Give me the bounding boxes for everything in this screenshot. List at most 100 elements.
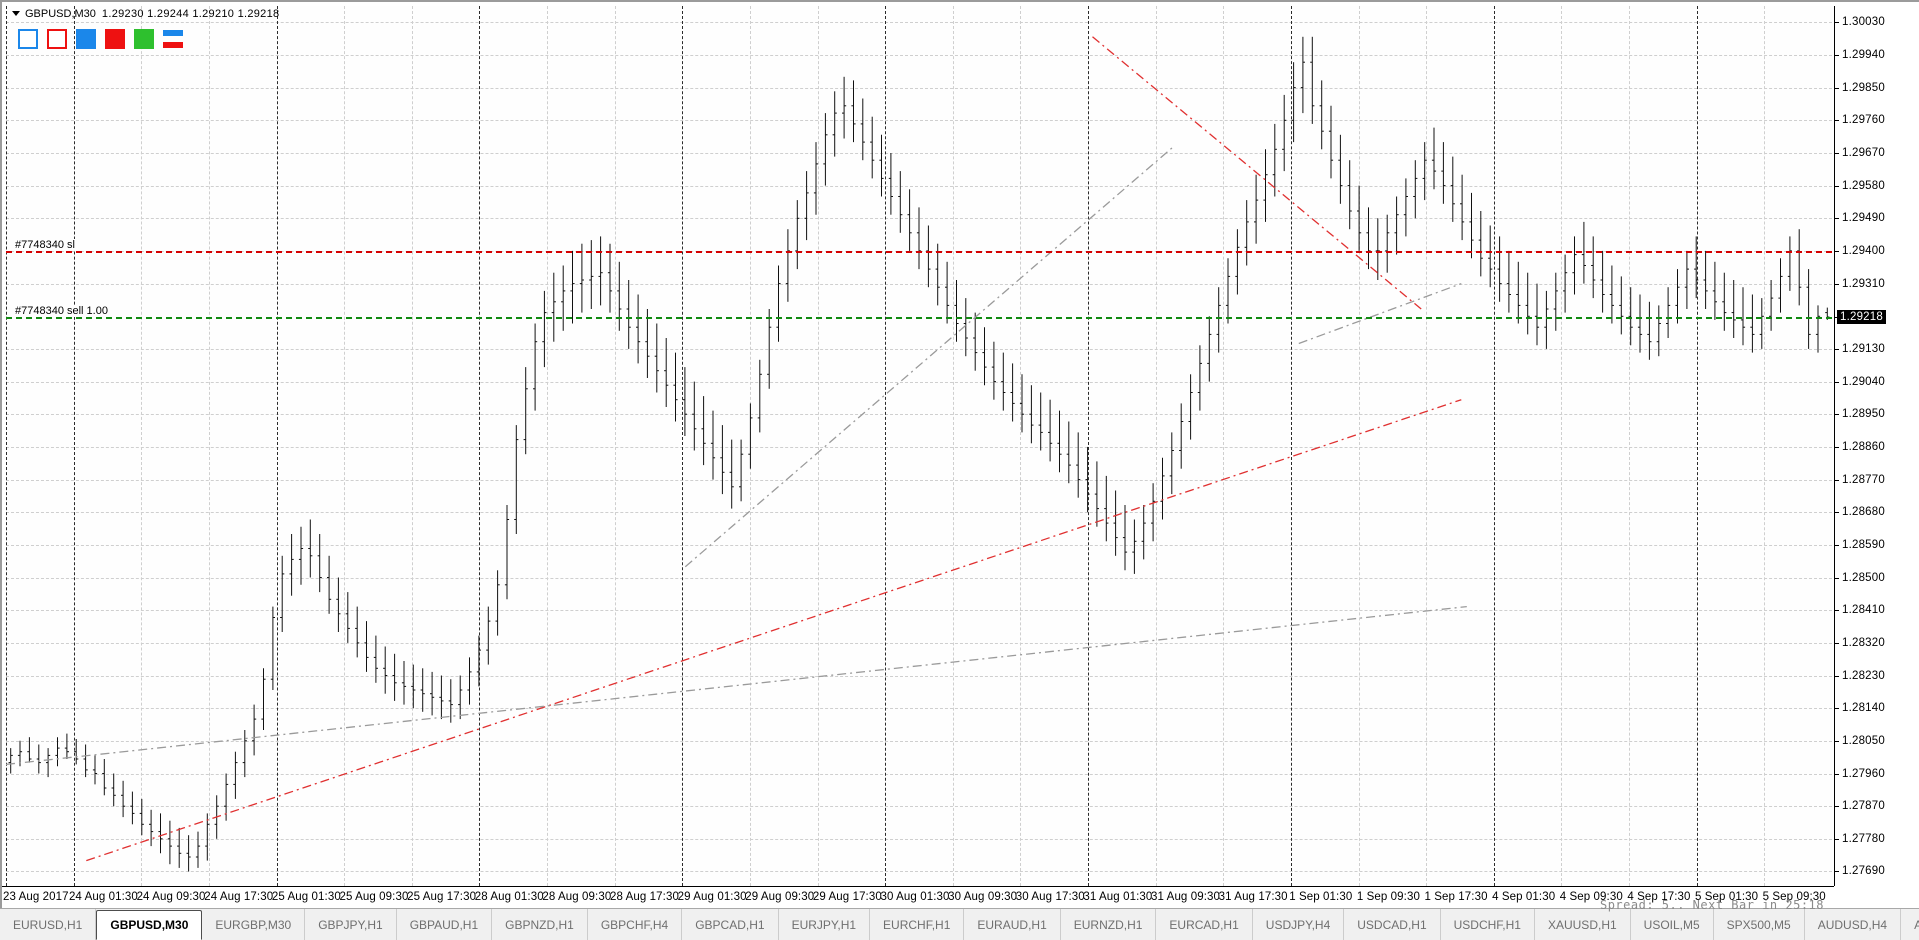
time-tick-label: 30 Aug 01:30 — [880, 891, 950, 903]
sell-order-level[interactable] — [6, 316, 1832, 319]
spread-status-text: Spread: 5.. Next Bar in 25:18 — [1599, 898, 1824, 912]
price-tick — [1835, 806, 1839, 808]
indicator-legend — [18, 28, 183, 50]
price-tick-label: 1.28770 — [1842, 473, 1885, 486]
vertical-gridline — [1629, 6, 1631, 886]
stoploss-level-label: #7748340 sl — [14, 238, 76, 251]
price-tick — [1835, 446, 1839, 448]
chart-tab-usdchf-h1[interactable]: USDCHF,H1 — [1440, 909, 1535, 940]
chart-tab-eurcad-h1[interactable]: EURCAD,H1 — [1156, 909, 1253, 940]
time-tick-label: 25 Aug 01:30 — [271, 891, 341, 903]
price-tick-label: 1.27780 — [1842, 832, 1885, 845]
chart-tab-eurchf-h1[interactable]: EURCHF,H1 — [870, 909, 965, 940]
price-bars-layer — [8, 36, 1830, 872]
price-axis[interactable]: 1.30030 1.29940 1.29850 1.29760 1.29670 1.295… — [1834, 6, 1919, 886]
time-tick-label: 24 Aug 01:30 — [68, 891, 138, 903]
chart-tab-gbpcad-h1[interactable]: GBPCAD,H1 — [682, 909, 779, 940]
price-tick — [1835, 381, 1839, 383]
price-tick-label: 1.29040 — [1842, 375, 1885, 388]
chart-tab-gbpchf-h4[interactable]: GBPCHF,H4 — [587, 909, 683, 940]
chart-canvas-frame[interactable]: #7748340 sl #7748340 sell 1.00 GBPUSD,M30… — [0, 0, 1919, 912]
price-tick — [1835, 218, 1839, 220]
sell-order-level-label: #7748340 sell 1.00 — [14, 304, 109, 317]
time-tick-label: 24 Aug 09:30 — [136, 891, 206, 903]
chart-tab-gbpaud-h1[interactable]: GBPAUD,H1 — [396, 909, 493, 940]
chart-tab-gbpjpy-h1[interactable]: GBPJPY,H1 — [305, 909, 397, 940]
chart-tab-gbpusd-m30[interactable]: GBPUSD,M30 — [96, 910, 203, 940]
vertical-day-separator — [1493, 6, 1495, 886]
chart-ohlc-values: 1.29230 1.29244 1.29210 1.29218 — [101, 8, 280, 20]
time-tick-label: 28 Aug 09:30 — [542, 891, 612, 903]
time-tick-label: 5 Sep 01:30 — [1694, 891, 1759, 903]
price-tick-label: 1.28500 — [1842, 571, 1885, 584]
price-tick — [1835, 773, 1839, 775]
triangle-down-icon[interactable] — [12, 10, 20, 16]
price-tick-label: 1.29400 — [1842, 244, 1885, 257]
time-tick-label: 1 Sep 01:30 — [1289, 891, 1353, 903]
blue-red-split-swatch — [163, 29, 183, 49]
chart-tab-eurgbp-m30[interactable]: EURGBP,M30 — [202, 909, 306, 940]
price-tick-label: 1.29580 — [1842, 179, 1885, 192]
stoploss-level[interactable] — [6, 250, 1832, 253]
chart-tab-usdjpy-h4[interactable]: USDJPY,H4 — [1252, 909, 1345, 940]
time-tick-label: 29 Aug 17:30 — [812, 891, 882, 903]
hollow-red-swatch — [47, 29, 67, 49]
price-tick-label: 1.29310 — [1842, 277, 1885, 290]
price-tick-label: 1.29940 — [1842, 48, 1885, 61]
price-tick — [1835, 87, 1839, 89]
time-tick-label: 29 Aug 09:30 — [745, 891, 815, 903]
price-tick — [1835, 414, 1839, 416]
chart-tab-bar[interactable]: EURUSD,H1 GBPUSD,M30 EURGBP,M30 GBPJPY,H1 GB… — [0, 908, 1919, 940]
chart-tab-audusd-h4[interactable]: AUDUSD,H4 — [1804, 909, 1902, 940]
price-tick — [1835, 610, 1839, 612]
price-tick-label: 1.29490 — [1842, 212, 1885, 225]
chart-tab-spx500-m5[interactable]: SPX500,M5 — [1713, 909, 1805, 940]
chart-tab-eurnzd-h1[interactable]: EURNZD,H1 — [1060, 909, 1157, 940]
price-tick — [1835, 348, 1839, 350]
price-tick-label: 1.29130 — [1842, 342, 1885, 355]
chart-tabs-container[interactable]: EURUSD,H1 GBPUSD,M30 EURGBP,M30 GBPJPY,H1 GB… — [0, 909, 1919, 940]
price-tick-label: 1.27870 — [1842, 800, 1885, 813]
time-tick-label: 28 Aug 17:30 — [609, 891, 679, 903]
chart-tab-usoil-m5[interactable]: USOIL,M5 — [1630, 909, 1714, 940]
solid-red-swatch — [105, 29, 125, 49]
hollow-blue-swatch — [18, 29, 38, 49]
chart-tab-usdcad-h1[interactable]: USDCAD,H1 — [1344, 909, 1441, 940]
price-tick-label: 1.29850 — [1842, 81, 1885, 94]
price-tick-label: 1.28410 — [1842, 604, 1885, 617]
time-tick-label: 25 Aug 17:30 — [407, 891, 477, 903]
price-tick — [1835, 250, 1839, 252]
price-tick-label: 1.30030 — [1842, 16, 1885, 29]
horizontal-gridline — [6, 120, 1832, 122]
time-tick-label: 4 Sep 01:30 — [1492, 891, 1556, 903]
price-tick-label: 1.28590 — [1842, 538, 1885, 551]
chart-tab-audnzd-h1[interactable]: AUDNZD,H1 — [1901, 909, 1919, 940]
chart-plot-area[interactable]: #7748340 sl #7748340 sell 1.00 GBPUSD,M30… — [6, 6, 1832, 886]
chart-symbol-label: GBPUSD,M30 — [25, 8, 96, 20]
time-tick-label: 30 Aug 17:30 — [1015, 891, 1085, 903]
price-tick-label: 1.28050 — [1842, 734, 1885, 747]
time-axis[interactable]: Spread: 5.. Next Bar in 25:18 23 Aug 201… — [2, 886, 1834, 912]
solid-blue-swatch — [76, 29, 96, 49]
price-tick-label: 1.28860 — [1842, 440, 1885, 453]
chart-tab-eurjpy-h1[interactable]: EURJPY,H1 — [778, 909, 871, 940]
time-tick-label: 1 Sep 17:30 — [1424, 891, 1488, 903]
horizontal-gridline — [6, 871, 1832, 873]
price-tick-label: 1.29670 — [1842, 146, 1885, 159]
chart-tab-gbpnzd-h1[interactable]: GBPNZD,H1 — [492, 909, 588, 940]
chart-tab-xauusd-h1[interactable]: XAUUSD,H1 — [1534, 909, 1631, 940]
price-tick-label: 1.28950 — [1842, 408, 1885, 421]
time-tick-label: 31 Aug 01:30 — [1083, 891, 1153, 903]
chart-tab-eurusd-h1[interactable]: EURUSD,H1 — [0, 909, 97, 940]
horizontal-gridline — [6, 22, 1832, 24]
vertical-day-separator — [73, 6, 75, 886]
price-tick — [1835, 512, 1839, 514]
price-tick — [1835, 871, 1839, 873]
price-tick-label: 1.27960 — [1842, 767, 1885, 780]
time-tick-label: 4 Sep 09:30 — [1559, 891, 1623, 903]
price-tick — [1835, 838, 1839, 840]
price-tick — [1835, 22, 1839, 24]
price-tick — [1835, 479, 1839, 481]
time-tick-label: 25 Aug 09:30 — [339, 891, 409, 903]
chart-tab-euraud-h1[interactable]: EURAUD,H1 — [964, 909, 1061, 940]
